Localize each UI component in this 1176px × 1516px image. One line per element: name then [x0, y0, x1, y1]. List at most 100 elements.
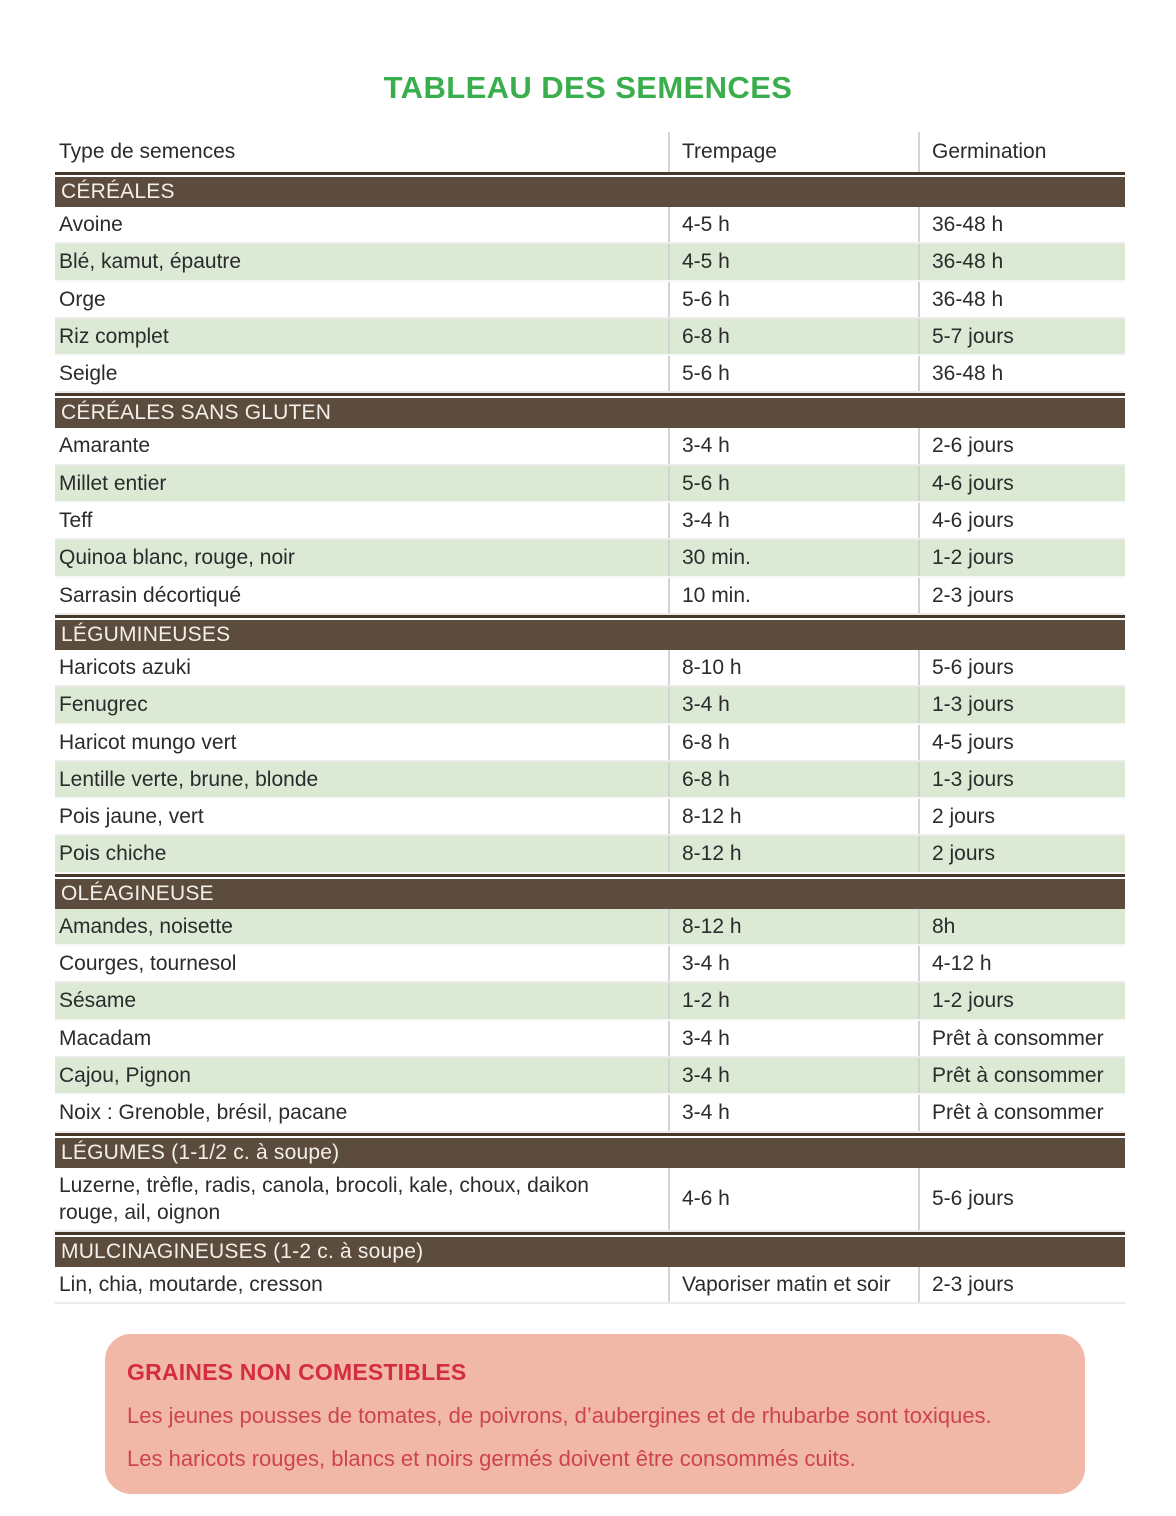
cell-type: Cajou, Pignon	[59, 1063, 191, 1087]
cell-trempage: 8-12 h	[668, 836, 918, 872]
table-row: Macadam 3-4 h Prêt à consommer	[55, 1020, 1125, 1058]
table-row: Fenugrec 3-4 h 1-3 jours	[55, 687, 1125, 725]
table-row: Avoine 4-5 h 36-48 h	[55, 207, 1125, 245]
warning-box: GRAINES NON COMESTIBLES Les jeunes pouss…	[105, 1334, 1085, 1495]
cell-type: Haricots azuki	[59, 655, 191, 679]
cell-germination: 1-2 jours	[918, 983, 1125, 1019]
column-header-germination: Germination	[918, 132, 1125, 172]
cell-type: Haricot mungo vert	[59, 730, 237, 754]
cell-trempage: 8-12 h	[668, 908, 918, 945]
cell-trempage: 6-8 h	[668, 724, 918, 760]
cell-type: Fenugrec	[59, 693, 148, 717]
table-row: Seigle 5-6 h 36-48 h	[55, 356, 1125, 394]
table-row: Orge 5-6 h 36-48 h	[55, 281, 1125, 319]
section-header: LÉGUMINEUSES	[55, 614, 1125, 650]
column-header-type: Type de semences	[59, 140, 236, 164]
table-row: Amarante 3-4 h 2-6 jours	[55, 428, 1125, 466]
cell-germination: 1-3 jours	[918, 761, 1125, 798]
table-row: Haricots azuki 8-10 h 5-6 jours	[55, 649, 1125, 688]
table-row: Lin, chia, moutarde, cresson Vaporiser ma…	[55, 1267, 1125, 1305]
cell-trempage: 3-4 h	[668, 503, 918, 539]
cell-trempage: 6-8 h	[668, 761, 918, 798]
cell-germination: 8h	[918, 908, 1125, 945]
table-row: Luzerne, trèfle, radis, canola, brocoli,…	[55, 1167, 1125, 1233]
cell-germination: 5-6 jours	[918, 649, 1125, 686]
cell-germination: 2-6 jours	[918, 428, 1125, 464]
table-row: Lentille verte, brune, blonde 6-8 h 1-3 jo…	[55, 761, 1125, 800]
cell-type: Macadam	[59, 1026, 152, 1050]
cell-type: Amarante	[59, 434, 151, 458]
cell-germination: 36-48 h	[918, 207, 1125, 243]
cell-type: Sarrasin décortiqué	[59, 583, 242, 607]
cell-trempage: 5-6 h	[668, 465, 918, 502]
cell-type: Blé, kamut, épautre	[59, 250, 242, 274]
cell-type: Avoine	[59, 213, 123, 236]
table-row: Millet entier 5-6 h 4-6 jours	[55, 465, 1125, 504]
cell-trempage: 3-4 h	[668, 428, 918, 464]
cell-trempage: 1-2 h	[668, 983, 918, 1019]
section-header: LÉGUMES (1-1/2 c. à soupe)	[55, 1132, 1125, 1168]
cell-type: Seigle	[59, 362, 118, 386]
section-header: CÉRÉALES	[55, 172, 1125, 207]
cell-trempage: 5-6 h	[668, 356, 918, 392]
cell-germination: 5-7 jours	[918, 318, 1125, 355]
cell-trempage: 3-4 h	[668, 946, 918, 982]
section-header: OLÉAGINEUSE	[55, 873, 1125, 909]
cell-germination: Prêt à consommer	[918, 1020, 1125, 1056]
cell-trempage: Vaporiser matin et soir	[668, 1267, 918, 1303]
cell-trempage: 4-6 h	[668, 1167, 918, 1231]
cell-germination: 1-2 jours	[918, 540, 1125, 576]
cell-germination: 4-5 jours	[918, 724, 1125, 760]
cell-trempage: 30 min.	[668, 540, 918, 576]
cell-germination: 2-3 jours	[918, 577, 1125, 613]
page-title: TABLEAU DES SEMENCES	[383, 70, 793, 105]
cell-germination: 4-12 h	[918, 946, 1125, 982]
cell-germination: Prêt à consommer	[918, 1095, 1125, 1131]
cell-type: Luzerne, trèfle, radis, canola, brocoli,…	[59, 1173, 589, 1224]
table-row: Blé, kamut, épautre 4-5 h 36-48 h	[55, 244, 1125, 282]
cell-trempage: 3-4 h	[668, 1095, 918, 1131]
cell-trempage: 8-12 h	[668, 799, 918, 835]
cell-type: Millet entier	[59, 471, 167, 495]
cell-germination: 2-3 jours	[918, 1267, 1125, 1303]
cell-germination: 4-6 jours	[918, 503, 1125, 539]
cell-germination: 4-6 jours	[918, 465, 1125, 502]
cell-germination: 2 jours	[918, 836, 1125, 872]
table-header-row: Type de semences Trempage Germination	[55, 132, 1125, 172]
cell-type: Orge	[59, 287, 106, 311]
cell-type: Courges, tournesol	[59, 952, 237, 976]
cell-type: Sésame	[59, 989, 137, 1013]
cell-germination: 36-48 h	[918, 356, 1125, 392]
table-row: Cajou, Pignon 3-4 h Prêt à consommer	[55, 1057, 1125, 1096]
cell-type: Quinoa blanc, rouge, noir	[59, 546, 295, 570]
cell-type: Riz complet	[59, 324, 169, 348]
cell-trempage: 5-6 h	[668, 281, 918, 317]
cell-type: Lin, chia, moutarde, cresson	[59, 1273, 323, 1297]
cell-germination: 2 jours	[918, 799, 1125, 835]
table-row: Quinoa blanc, rouge, noir 30 min. 1-2 jour…	[55, 540, 1125, 578]
cell-trempage: 3-4 h	[668, 1057, 918, 1094]
table-row: Teff 3-4 h 4-6 jours	[55, 503, 1125, 541]
table-body: CÉRÉALES Avoine 4-5 h 36-48 h Blé, kamut, ép…	[55, 172, 1125, 1305]
table-row: Courges, tournesol 3-4 h 4-12 h	[55, 946, 1125, 984]
seed-table: Type de semences Trempage Germination CÉ…	[55, 132, 1125, 1305]
cell-type: Pois jaune, vert	[59, 805, 204, 829]
cell-type: Lentille verte, brune, blonde	[59, 767, 319, 791]
cell-germination: 1-3 jours	[918, 687, 1125, 723]
section-header: CÉRÉALES SANS GLUTEN	[55, 393, 1125, 429]
cell-trempage: 6-8 h	[668, 318, 918, 355]
table-row: Riz complet 6-8 h 5-7 jours	[55, 318, 1125, 357]
table-row: Sésame 1-2 h 1-2 jours	[55, 983, 1125, 1021]
cell-germination: Prêt à consommer	[918, 1057, 1125, 1094]
section-header: MULCINAGINEUSES (1-2 c. à soupe)	[55, 1232, 1125, 1268]
table-row: Noix : Grenoble, brésil, pacane 3-4 h Prêt…	[55, 1095, 1125, 1133]
table-row: Haricot mungo vert 6-8 h 4-5 jours	[55, 724, 1125, 762]
cell-type: Noix : Grenoble, brésil, pacane	[59, 1101, 348, 1125]
cell-trempage: 3-4 h	[668, 687, 918, 723]
cell-germination: 36-48 h	[918, 244, 1125, 280]
table-row: Amandes, noisette 8-12 h 8h	[55, 908, 1125, 947]
table-row: Sarrasin décortiqué 10 min. 2-3 jours	[55, 577, 1125, 615]
warning-title: GRAINES NON COMESTIBLES	[127, 1359, 467, 1386]
